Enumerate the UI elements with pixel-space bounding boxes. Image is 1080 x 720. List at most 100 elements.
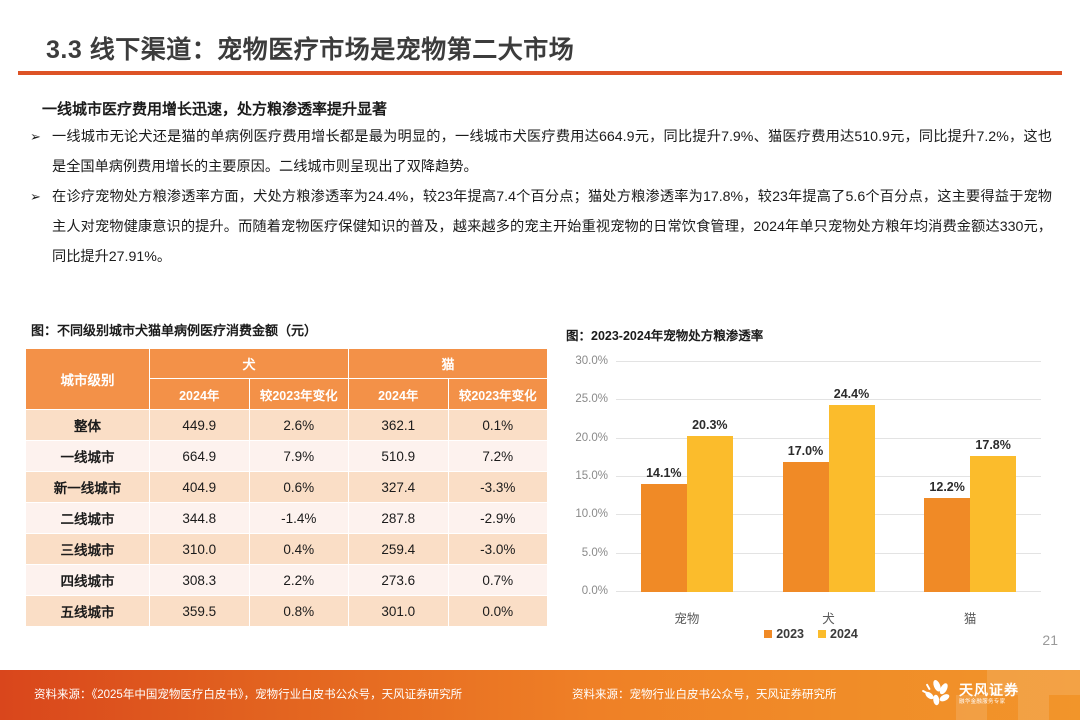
- checker-cell: [1018, 695, 1049, 720]
- brand-subtitle: 融华金融服务专家: [959, 699, 1006, 706]
- table-header-row-groups: 城市级别 犬 猫: [25, 348, 549, 410]
- chart-y-axis-tick: 10.0%: [575, 508, 608, 521]
- brand-name: 天风证券: [959, 681, 1019, 698]
- chart-legend-item-2023[interactable]: 2023: [764, 627, 804, 641]
- chart-legend-label: 2024: [830, 627, 858, 641]
- table-cell-dog-2024: 359.5: [149, 595, 250, 627]
- chart-legend-item-2024[interactable]: 2024: [818, 627, 858, 641]
- table-row: 整体 449.9 2.6% 362.1 0.1%: [25, 409, 549, 441]
- chart-bar-value-label: 14.1%: [646, 465, 682, 480]
- table-caption: 图：不同级别城市犬猫单病例医疗消费金额（元）: [31, 323, 318, 338]
- table-cell-cat-2024: 273.6: [348, 564, 449, 596]
- table-cell-city: 一线城市: [25, 440, 150, 472]
- bullet-text-1: 一线城市无论犬还是猫的单病例医疗费用增长都是最为明显的，一线城市犬医疗费用达66…: [52, 129, 1052, 175]
- chart-y-axis-tick: 0.0%: [581, 585, 608, 597]
- medical-cost-table: 城市级别 犬 猫 2024年 较2023年变化 2024年 较2023年变化 整…: [25, 348, 549, 627]
- table-cell-dog-change: 0.8%: [248, 595, 350, 627]
- brand-text-block: 天风证券 融华金融服务专家: [959, 681, 1019, 706]
- table-row: 二线城市 344.8 -1.4% 287.8 -2.9%: [25, 502, 549, 534]
- flower-logo-icon: [922, 680, 950, 706]
- table-subheader-dog-2024: 2024年: [149, 378, 250, 410]
- table-cell-dog-2024: 308.3: [149, 564, 250, 596]
- table-cell-cat-change: 0.1%: [447, 409, 549, 441]
- table-col-header-cat: 猫: [348, 348, 549, 379]
- bullet-text-2: 在诊疗宠物处方粮渗透率方面，犬处方粮渗透率为24.4%，较23年提高7.4个百分…: [52, 189, 1052, 265]
- table-cell-dog-change: 2.2%: [248, 564, 350, 596]
- chart-legend-swatch: [764, 630, 773, 638]
- table-cell-cat-2024: 259.4: [348, 533, 449, 565]
- table-cell-dog-change: -1.4%: [248, 502, 350, 534]
- table-cell-cat-change: 0.7%: [447, 564, 549, 596]
- chart-bar-2023-宠物[interactable]: 14.1%: [640, 466, 687, 592]
- chart-legend-swatch: [818, 630, 826, 638]
- chart-bar-2023-犬[interactable]: 17.0%: [782, 444, 829, 592]
- footer-source-left: 资料来源：《2025年中国宠物医疗白皮书》，宠物行业白皮书公众号，天风证券研究所: [34, 689, 463, 701]
- table-header-row-subs: 2024年 较2023年变化 2024年 较2023年变化: [26, 378, 549, 410]
- table-cell-cat-2024: 362.1: [348, 409, 449, 441]
- checker-cell: [987, 670, 1018, 695]
- table-row: 三线城市 310.0 0.4% 259.4 -3.0%: [25, 533, 549, 565]
- page-number: 21: [1042, 632, 1058, 648]
- chart-plot-area: 0.0% 5.0% 10.0% 15.0% 20.0% 25.0% 30.0% 14.1% 20…: [575, 355, 1041, 626]
- table-subheader-cat-2024: 2024年: [348, 378, 449, 410]
- table-cell-cat-change: -3.0%: [447, 533, 549, 565]
- chart-y-axis-tick: 15.0%: [575, 470, 608, 482]
- table-cell-city: 三线城市: [25, 533, 150, 565]
- table-cell-cat-change: -2.9%: [447, 502, 549, 534]
- table-cell-dog-change: 0.6%: [248, 471, 350, 503]
- chart-gridline: 30.0%: [575, 355, 1041, 367]
- checker-cell: [1049, 670, 1080, 695]
- title-underline-rule: [18, 71, 1062, 75]
- chart-caption: 图：2023-2024年宠物处方粮渗透率: [566, 329, 764, 343]
- footer-source-right: 资料来源：宠物行业白皮书公众号，天风证券研究所: [572, 689, 837, 701]
- table-cell-cat-2024: 327.4: [348, 471, 449, 503]
- table-cell-cat-change: -3.3%: [447, 471, 549, 503]
- chart-y-axis-tick: 25.0%: [575, 393, 608, 406]
- table-cell-dog-2024: 449.9: [149, 409, 250, 441]
- table-cell-dog-change: 7.9%: [248, 440, 350, 472]
- bullet-paragraph-1: ➢ 一线城市无论犬还是猫的单病例医疗费用增长都是最为明显的，一线城市犬医疗费用达…: [30, 122, 1052, 182]
- chart-bar-group: 12.2% 17.8%: [924, 362, 1017, 592]
- checker-cell: [956, 695, 987, 720]
- table-cell-city: 二线城市: [25, 502, 150, 534]
- brand-logo: 天风证券 融华金融服务专家: [922, 679, 1019, 709]
- table-cell-city: 四线城市: [25, 564, 150, 596]
- table-cell-cat-change: 0.0%: [447, 595, 549, 627]
- chart-bar-group: 14.1% 20.3%: [640, 362, 733, 592]
- chart-bar-2024-犬[interactable]: 24.4%: [828, 387, 875, 592]
- chart-bar-value-label: 24.4%: [833, 386, 870, 401]
- chart-bar-2023-猫[interactable]: 12.2%: [924, 480, 971, 592]
- table-cell-cat-2024: 510.9: [348, 440, 449, 472]
- checker-cell: [1018, 670, 1049, 695]
- chart-x-axis-tick: 猫: [963, 612, 977, 626]
- table-cell-cat-2024: 287.8: [348, 502, 449, 534]
- slide-header: 3.3 线下渠道：宠物医疗市场是宠物第二大市场: [0, 0, 1080, 78]
- table-cell-city: 新一线城市: [25, 471, 150, 503]
- chevron-bullet-icon: ➢: [30, 129, 41, 144]
- chart-legend: 2023 2024: [566, 627, 1056, 641]
- table-cell-cat-2024: 301.0: [348, 595, 449, 627]
- table-cell-dog-2024: 404.9: [149, 471, 250, 503]
- chart-bar-2024-宠物[interactable]: 20.3%: [686, 418, 733, 592]
- table-subheader-dog-change: 较2023年变化: [248, 378, 350, 410]
- chart-bar-group: 17.0% 24.4%: [782, 362, 875, 592]
- chart-bar-value-label: 17.0%: [787, 443, 824, 458]
- table-row: 四线城市 308.3 2.2% 273.6 0.7%: [25, 564, 549, 596]
- table-col-header-city-level: 城市级别: [25, 348, 150, 410]
- slide-footer: 资料来源：《2025年中国宠物医疗白皮书》，宠物行业白皮书公众号，天风证券研究所…: [0, 670, 1080, 720]
- chart-y-axis-tick: 5.0%: [581, 546, 608, 559]
- table-body: 整体 449.9 2.6% 362.1 0.1% 一线城市 664.9 7.9% 510.9 7.…: [25, 409, 549, 627]
- page-title: 3.3 线下渠道：宠物医疗市场是宠物第二大市场: [46, 36, 575, 64]
- table-cell-dog-2024: 310.0: [149, 533, 250, 565]
- table-cell-dog-change: 0.4%: [248, 533, 350, 565]
- table-cell-dog-2024: 664.9: [149, 440, 250, 472]
- chart-bar-2024-猫[interactable]: 17.8%: [970, 438, 1017, 592]
- table-col-header-dog: 犬: [148, 348, 350, 379]
- chart-y-axis-tick: 30.0%: [575, 355, 608, 367]
- chart-bar-value-label: 20.3%: [692, 418, 728, 433]
- chart-y-axis-tick: 20.0%: [575, 431, 608, 444]
- chart-legend-label: 2023: [776, 627, 804, 641]
- table-row: 新一线城市 404.9 0.6% 327.4 -3.3%: [25, 471, 549, 503]
- table-cell-city: 整体: [25, 409, 150, 441]
- lead-heading: 一线城市医疗费用增长迅速，处方粮渗透率提升显著: [42, 101, 388, 118]
